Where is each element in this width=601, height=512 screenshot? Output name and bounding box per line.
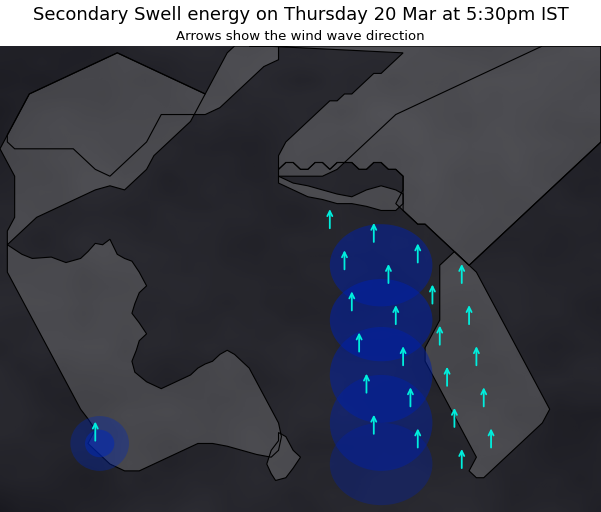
Ellipse shape [330,423,433,505]
Polygon shape [249,46,601,265]
Polygon shape [0,53,205,245]
Polygon shape [425,251,550,478]
Text: Secondary Swell energy on Thursday 20 Mar at 5:30pm IST: Secondary Swell energy on Thursday 20 Ma… [32,6,569,24]
Polygon shape [278,176,403,210]
Ellipse shape [330,375,433,471]
Ellipse shape [330,279,433,361]
Ellipse shape [330,224,433,306]
Polygon shape [267,433,300,480]
Polygon shape [278,46,601,265]
Ellipse shape [85,430,114,457]
Ellipse shape [330,327,433,423]
Text: Arrows show the wind wave direction: Arrows show the wind wave direction [176,30,425,44]
Polygon shape [7,46,278,176]
Polygon shape [7,239,281,471]
Ellipse shape [70,416,129,471]
